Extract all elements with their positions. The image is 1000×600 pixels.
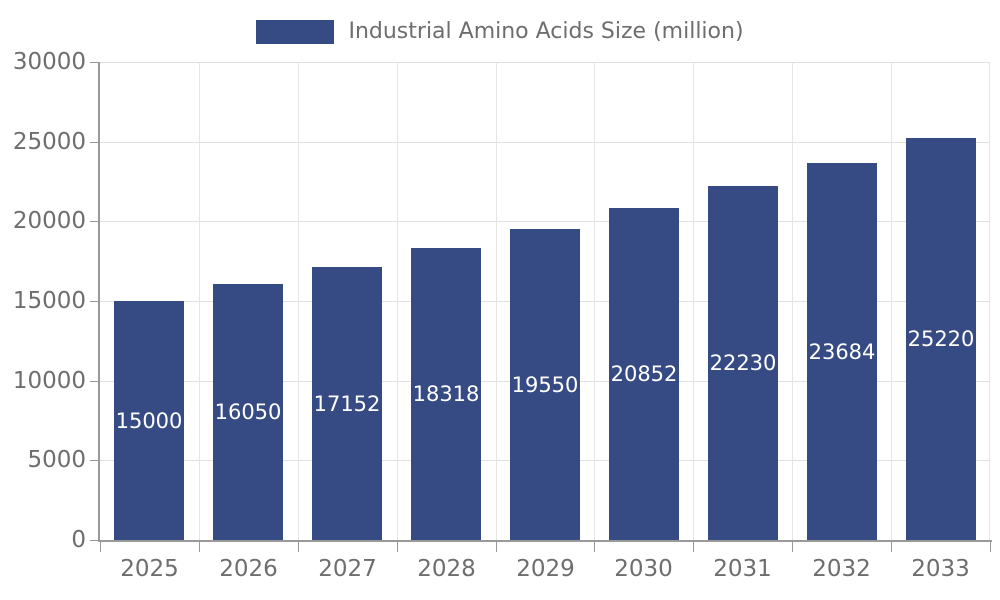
plot-area: 15000 16050 17152 18318 19550 20852 22230 23684…: [98, 62, 992, 542]
x-gridline: [792, 62, 793, 540]
y-gridline: [100, 221, 990, 222]
bar-value-label: 18318: [412, 382, 480, 406]
x-axis-tick-mark: [792, 540, 793, 552]
bar-value-label: 16050: [214, 400, 282, 424]
x-gridline: [496, 62, 497, 540]
y-axis-tick-label: 5000: [27, 447, 86, 473]
x-axis-tick-label: 2029: [516, 556, 575, 582]
x-axis-tick-label: 2026: [219, 556, 278, 582]
y-axis-tick-mark: [90, 142, 100, 143]
x-axis-tick-mark: [693, 540, 694, 552]
x-gridline: [397, 62, 398, 540]
x-gridline: [199, 62, 200, 540]
x-gridline: [594, 62, 595, 540]
y-axis-tick-mark: [90, 301, 100, 302]
x-axis-tick-mark: [496, 540, 497, 552]
y-axis-tick-mark: [90, 62, 100, 63]
bar-2027: [312, 267, 382, 540]
x-axis-tick-mark: [891, 540, 892, 552]
bar-2025: [114, 301, 184, 540]
bar-value-label: 17152: [313, 392, 381, 416]
x-axis-tick-label: 2030: [614, 556, 673, 582]
bar-2031: [708, 186, 778, 540]
y-axis-tick-label: 15000: [12, 288, 86, 314]
x-axis-tick-label: 2031: [713, 556, 772, 582]
bar-value-label: 22230: [709, 351, 777, 375]
x-axis-line: [98, 540, 992, 542]
bar-value-label: 23684: [808, 340, 876, 364]
x-axis-tick-mark: [594, 540, 595, 552]
x-axis-tick-mark: [298, 540, 299, 552]
y-gridline: [100, 142, 990, 143]
y-axis-tick-mark: [90, 540, 100, 541]
y-axis-tick-label: 25000: [12, 129, 86, 155]
legend-label: Industrial Amino Acids Size (million): [348, 19, 744, 44]
y-axis-tick-mark: [90, 381, 100, 382]
legend-item[interactable]: Industrial Amino Acids Size (million): [0, 14, 1000, 50]
x-axis-tick-mark: [100, 540, 101, 552]
x-axis-tick-label: 2025: [120, 556, 179, 582]
bar-2026: [213, 284, 283, 540]
legend-swatch-icon: [256, 20, 335, 44]
bar-value-label: 15000: [115, 409, 183, 433]
x-axis-tick-label: 2027: [318, 556, 377, 582]
bar-2028: [411, 248, 481, 540]
bar-value-label: 20852: [610, 362, 678, 386]
bar-value-label: 25220: [907, 327, 975, 351]
x-gridline: [298, 62, 299, 540]
x-axis-tick-mark: [397, 540, 398, 552]
bar-2033: [906, 138, 976, 540]
y-gridline: [100, 62, 990, 63]
bar-2032: [807, 163, 877, 540]
x-gridline: [891, 62, 892, 540]
y-axis-tick-mark: [90, 221, 100, 222]
x-axis-tick-mark: [990, 540, 991, 552]
y-axis-tick-label: 10000: [12, 368, 86, 394]
x-axis-tick-label: 2032: [812, 556, 871, 582]
x-gridline: [693, 62, 694, 540]
x-axis-tick-label: 2028: [417, 556, 476, 582]
x-gridline: [989, 62, 990, 540]
bar-2030: [609, 208, 679, 540]
y-axis-tick-label: 20000: [12, 208, 86, 234]
x-axis-tick-label: 2033: [911, 556, 970, 582]
y-axis-tick-label: 0: [71, 527, 86, 553]
y-axis-tick-mark: [90, 460, 100, 461]
bar-2029: [510, 229, 580, 540]
bar-value-label: 19550: [511, 373, 579, 397]
x-axis-tick-mark: [199, 540, 200, 552]
y-axis-tick-label: 30000: [12, 49, 86, 75]
